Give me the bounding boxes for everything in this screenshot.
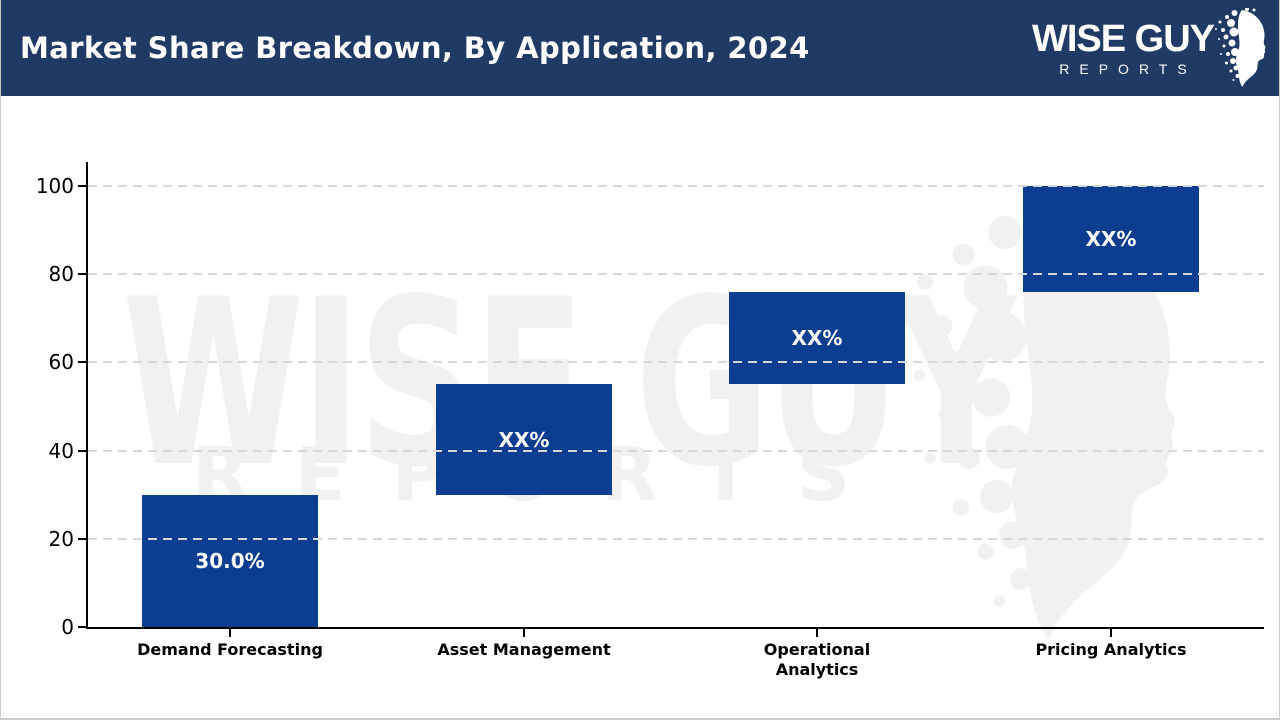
y-tick-mark [78, 185, 86, 187]
y-tick-mark [78, 537, 86, 540]
gridline [88, 185, 1264, 187]
y-tick-label: 100 [35, 174, 74, 198]
gridline [88, 273, 1264, 276]
gridline [88, 361, 1264, 364]
x-tick-mark [816, 629, 818, 637]
header-band: Market Share Breakdown, By Application, … [0, 0, 1280, 96]
x-axis-label: Demand Forecasting [137, 640, 323, 659]
wise-guy-logo: WISE GUY REPORTS [1032, 0, 1270, 96]
y-tick-label: 0 [61, 615, 74, 639]
y-tick-label: 60 [48, 350, 74, 375]
bar-value-label: XX% [1085, 226, 1137, 251]
x-tick-mark [523, 629, 525, 637]
gridline [88, 449, 1264, 452]
gridline [88, 537, 1264, 540]
y-tick-mark [78, 626, 86, 628]
x-axis-spine [86, 627, 1264, 629]
bar-demand-forecasting: 30.0% [142, 494, 318, 627]
x-axis-label: Asset Management [437, 640, 611, 659]
page-title: Market Share Breakdown, By Application, … [20, 31, 810, 65]
logo-text: WISE GUY REPORTS [1031, 17, 1215, 77]
bar-asset-management: XX% [436, 384, 612, 495]
y-tick-mark [78, 361, 86, 364]
bar-value-label: XX% [791, 326, 843, 351]
logo-name: WISE GUY [1031, 17, 1215, 60]
x-tick-mark [229, 629, 231, 637]
y-axis-spine [86, 162, 88, 628]
y-tick-mark [78, 273, 86, 276]
x-axis-label: Operational Analytics [763, 640, 871, 679]
logo-face-icon [1210, 8, 1270, 88]
y-tick-label: 40 [48, 438, 74, 463]
logo-subtitle: REPORTS [1059, 60, 1197, 77]
bar-operational-analytics: XX% [729, 291, 905, 385]
y-tick-mark [78, 449, 86, 452]
bar-value-label: 30.0% [195, 548, 265, 573]
bar-value-label: XX% [498, 427, 550, 452]
x-axis-label: Pricing Analytics [1035, 640, 1187, 659]
bar-pricing-analytics: XX% [1023, 186, 1199, 292]
y-tick-label: 20 [48, 526, 74, 551]
x-tick-mark [1110, 629, 1112, 637]
y-tick-label: 80 [48, 262, 74, 287]
